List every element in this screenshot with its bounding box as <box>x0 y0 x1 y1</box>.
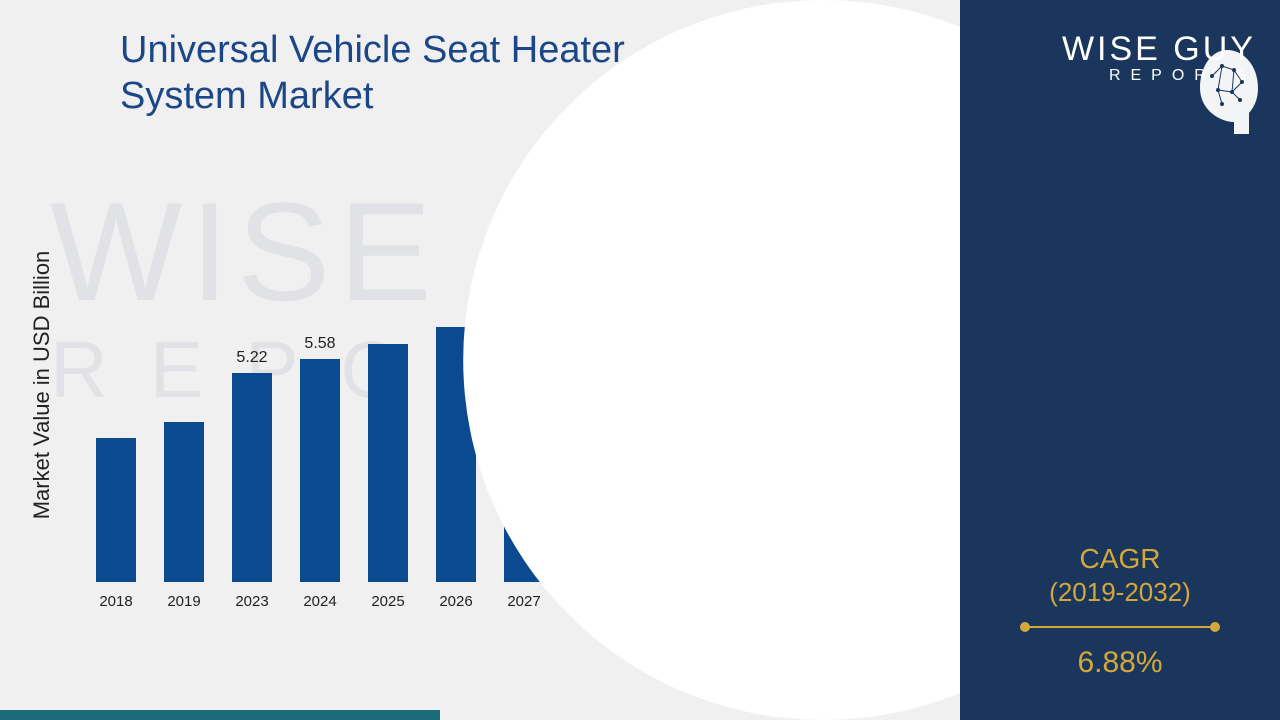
side-panel: WISE GUY REPORTS CAGR (2019-2032) 6.88% <box>960 0 1280 720</box>
bar <box>300 359 341 582</box>
brain-head-icon <box>1192 48 1262 138</box>
y-axis-label: Market Value in USD Billion <box>29 251 55 520</box>
bar-slot <box>362 344 414 582</box>
cagr-block: CAGR (2019-2032) 6.88% <box>960 543 1280 680</box>
cagr-label: CAGR <box>960 543 1280 575</box>
cagr-value: 6.88% <box>960 646 1280 680</box>
x-tick-label: 2026 <box>430 593 482 610</box>
x-tick-label: 2025 <box>362 593 414 610</box>
brand-logo: WISE GUY REPORTS <box>1062 30 1256 85</box>
cagr-years: (2019-2032) <box>960 577 1280 608</box>
x-tick-label: 2018 <box>90 593 142 610</box>
bar-value-label: 5.22 <box>236 349 267 367</box>
x-tick-label: 2019 <box>158 593 210 610</box>
bar <box>368 344 409 582</box>
bar-slot: 5.22 <box>226 373 278 582</box>
cagr-divider <box>1025 626 1215 628</box>
bar <box>232 373 273 582</box>
x-tick-label: 2024 <box>294 593 346 610</box>
bar <box>96 438 137 582</box>
bar-slot <box>90 438 142 582</box>
bar-value-label: 5.58 <box>304 335 335 353</box>
bar-slot <box>158 422 210 582</box>
bar <box>164 422 205 582</box>
bar-slot: 5.58 <box>294 359 346 582</box>
x-tick-label: 2023 <box>226 593 278 610</box>
accent-strip <box>0 710 440 720</box>
x-tick-label: 2027 <box>498 593 550 610</box>
